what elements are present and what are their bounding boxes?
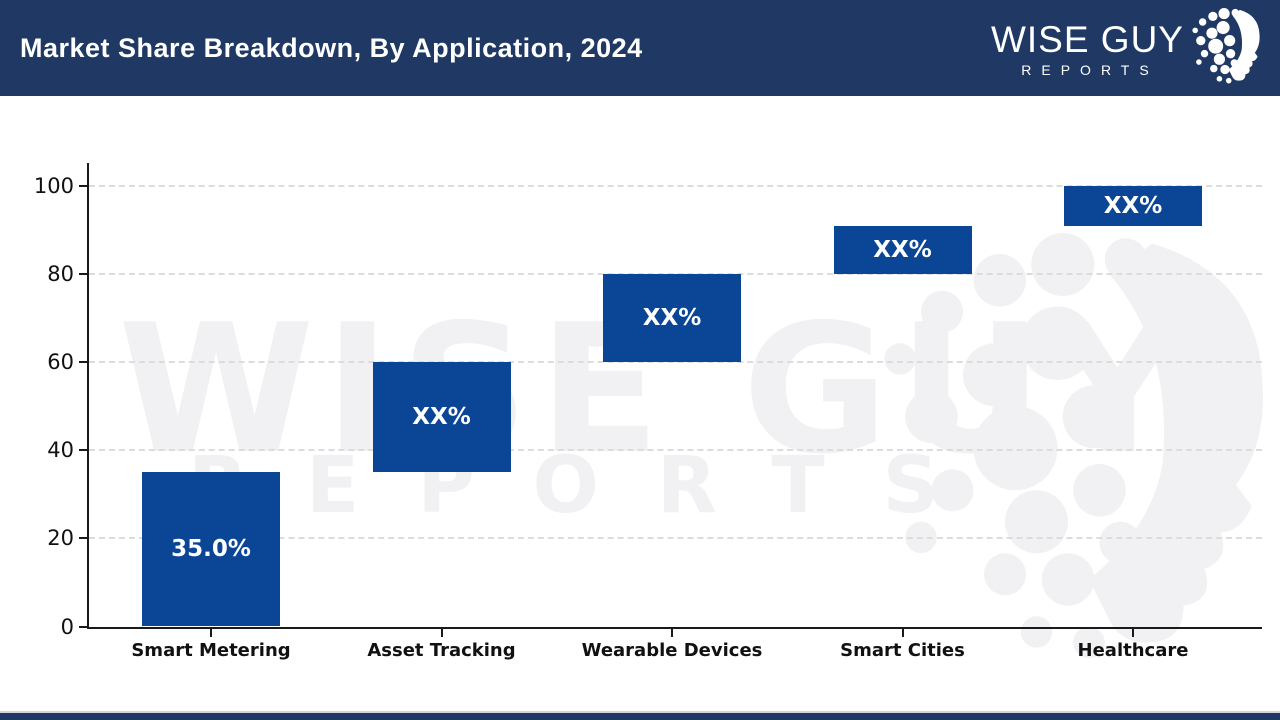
bar-asset-tracking: XX% (372, 362, 511, 473)
x-tick-1 (210, 629, 212, 637)
x-tick-5 (1132, 629, 1134, 637)
x-category-label: Wearable Devices (581, 640, 763, 661)
y-tick-20 (79, 537, 87, 540)
y-tick-0 (79, 625, 87, 628)
x-tick-4 (901, 629, 904, 637)
y-tick-label-40: 40 (47, 438, 74, 463)
y-tick-label-0: 0 (60, 614, 74, 639)
chart-area: WISE GUY REPORTS 0 20 40 60 80 100 35.0% XX% XX%… (0, 96, 1280, 720)
y-tick-label-20: 20 (47, 526, 74, 551)
x-category-label: Healthcare (1077, 640, 1189, 661)
bar-value-label: XX% (412, 404, 471, 431)
x-category-label: Smart Cities (840, 640, 965, 661)
gridline-y20 (89, 537, 1262, 540)
bar-value-label: XX% (873, 236, 932, 263)
logo-wordmark: WISE GUY (990, 19, 1184, 60)
page-title: Market Share Breakdown, By Application, … (20, 32, 643, 63)
y-tick-100 (79, 185, 87, 187)
y-tick-label-80: 80 (47, 262, 74, 287)
bar-wearable-devices: XX% (603, 274, 741, 363)
bar-smart-cities: XX% (833, 225, 972, 275)
wiseguy-logo: WISE GUY REPORTS (991, 8, 1264, 90)
y-tick-40 (79, 449, 87, 452)
footer-divider (0, 711, 1280, 713)
y-tick-label-60: 60 (47, 350, 74, 375)
x-axis-spine (87, 627, 1262, 629)
y-tick-60 (79, 361, 87, 364)
wiseguy-head-logo-icon (1192, 8, 1260, 84)
bar-value-label: XX% (1103, 192, 1163, 219)
bar-value-label: XX% (642, 305, 702, 332)
y-axis-spine (87, 163, 89, 629)
wiseguy-logo-text: WISE GUY REPORTS (990, 19, 1184, 79)
y-tick-label-100: 100 (33, 174, 74, 198)
bar-healthcare: XX% (1064, 186, 1202, 226)
gridline-y100 (89, 185, 1262, 187)
x-tick-3 (671, 629, 673, 637)
y-tick-80 (79, 273, 87, 276)
header-band: Market Share Breakdown, By Application, … (0, 0, 1280, 96)
footer-band (0, 713, 1280, 720)
gridline-y40 (89, 449, 1262, 452)
x-category-label: Smart Metering (131, 640, 291, 661)
bar-smart-metering: 35.0% (142, 472, 280, 627)
x-category-label: Asset Tracking (367, 640, 516, 661)
bar-value-label: 35.0% (171, 536, 251, 563)
gridline-y60 (89, 361, 1262, 364)
x-tick-2 (440, 629, 443, 637)
watermark-head-icon (884, 233, 1263, 659)
logo-subtitle: REPORTS (1021, 62, 1159, 78)
